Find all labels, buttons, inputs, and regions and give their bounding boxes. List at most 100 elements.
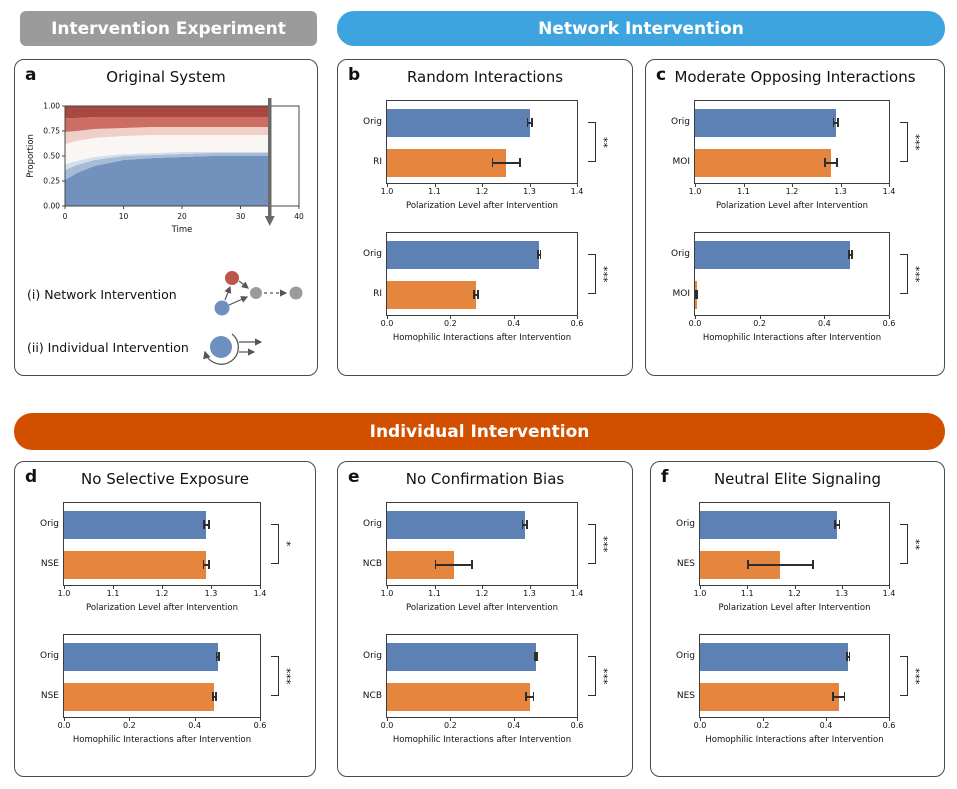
x-tick xyxy=(482,183,483,187)
x-tick xyxy=(211,585,212,589)
error-bar-moi xyxy=(824,159,838,167)
category-label-orig: Orig xyxy=(676,519,695,529)
bar-orig xyxy=(64,643,218,671)
x-tick xyxy=(162,585,163,589)
x-axis-label: Homophilic Interactions after Interventi… xyxy=(702,333,882,343)
category-label-ncb: NCB xyxy=(362,691,382,701)
x-tick xyxy=(792,183,793,187)
panel-title-moderate-opposing-interactions: Moderate Opposing Interactions xyxy=(674,68,916,86)
panel-random-interactions: b Random Interactions 1.0 1.1 1.2 1.3 1.4 Ori… xyxy=(337,59,633,376)
header-network-intervention: Network Intervention xyxy=(337,11,945,46)
significance-bracket xyxy=(588,122,596,162)
panel-no-confirmation-bias: e No Confirmation Bias 1.0 1.1 1.2 1.3 1.4 Or… xyxy=(337,461,633,777)
x-tick-label: 0.6 xyxy=(253,721,267,730)
error-bar-ncb xyxy=(434,561,473,569)
bar-orig xyxy=(695,241,851,269)
panel-moderate-opposing-interactions: c Moderate Opposing Interactions 1.0 1.1 1… xyxy=(645,59,945,376)
y-tick-label: 0.50 xyxy=(43,152,60,161)
charts-container: 1.0 1.1 1.2 1.3 1.4 Orig MOI Polarization Level… xyxy=(654,100,940,364)
intervention-arrow-head xyxy=(264,216,275,226)
significance-annotation: *** xyxy=(580,232,624,316)
x-axis-label: Homophilic Interactions after Interventi… xyxy=(705,735,884,745)
bar-orig xyxy=(387,511,525,539)
x-axis-label: Polarization Level after Intervention xyxy=(718,603,871,613)
significance-stars: *** xyxy=(909,265,922,283)
x-tick xyxy=(840,183,842,187)
bar-plot: 0.0 0.2 0.4 0.6 xyxy=(58,634,266,730)
x-tick-label: 0.0 xyxy=(688,319,702,328)
x-tick xyxy=(387,183,388,187)
panel-neutral-elite-signaling: f Neutral Elite Signaling 1.0 1.1 1.2 1.3 1.… xyxy=(650,461,945,777)
x-tick xyxy=(482,585,483,589)
error-bar-orig xyxy=(834,521,840,529)
bar-ncb xyxy=(387,683,530,711)
x-tick xyxy=(450,315,452,319)
panel-letter-a: a xyxy=(25,65,37,85)
category-label-nes: NES xyxy=(676,559,695,569)
x-tick-label: 0.2 xyxy=(756,721,770,730)
error-bar-orig xyxy=(215,653,220,661)
category-label-orig: Orig xyxy=(676,651,695,661)
x-tick xyxy=(577,717,578,721)
bar-plot: 1.0 1.1 1.2 1.3 1.4 xyxy=(694,502,895,598)
significance-bracket xyxy=(588,656,596,696)
original-system-area-chart: 0.00 0.25 0.50 0.75 1.00 0 10 20 30 40 Time Proport… xyxy=(26,98,304,235)
x-tick xyxy=(64,585,65,589)
x-tick-label: 1.3 xyxy=(523,187,536,196)
charts-container: 1.0 1.1 1.2 1.3 1.4 Orig RI Polarization Level … xyxy=(346,100,628,364)
significance-bracket xyxy=(271,656,279,696)
x-tick-label: 0.0 xyxy=(57,721,71,730)
panel-original-system: a Original System 0.00 0.25 0.50 0.75 1.00 0 1… xyxy=(14,59,318,376)
panel-title-random-interactions: Random Interactions xyxy=(406,68,564,86)
x-axis-label: Homophilic Interactions after Interventi… xyxy=(392,333,572,343)
x-tick xyxy=(700,717,701,721)
x-tick xyxy=(387,315,388,319)
x-tick-label: 1.1 xyxy=(106,589,120,598)
x-tick xyxy=(513,315,515,319)
x-tick xyxy=(824,315,826,319)
area-band-opinion-strong-red xyxy=(65,106,270,118)
x-tick-label: 1.3 xyxy=(835,589,849,598)
significance-annotation: *** xyxy=(892,100,936,184)
bar-ri xyxy=(387,281,476,309)
x-tick xyxy=(513,717,515,721)
bar-nse xyxy=(64,683,215,711)
panel-title-neutral-elite-signaling: Neutral Elite Signaling xyxy=(713,470,882,488)
category-label-nse: NSE xyxy=(40,559,59,569)
x-tick-label: 1.1 xyxy=(428,589,441,598)
significance-stars: *** xyxy=(597,265,610,283)
x-tick-label: 1.1 xyxy=(740,589,754,598)
bar-orig xyxy=(387,241,539,269)
significance-bracket xyxy=(271,524,279,564)
panel-letter-c: c xyxy=(656,65,667,85)
significance-stars: *** xyxy=(280,667,293,685)
x-axis-label: Polarization Level after Intervention xyxy=(406,603,558,613)
bar-orig xyxy=(387,643,536,671)
significance-stars: *** xyxy=(597,667,610,685)
legend-label-individual-intervention: (ii) Individual Intervention xyxy=(27,339,189,355)
bar-orig xyxy=(700,511,838,539)
legend-network-intervention: (i) Network Intervention xyxy=(27,266,309,322)
area-band-opinion-weak-blue xyxy=(65,152,270,170)
bar-orig xyxy=(695,109,836,137)
charts-container: 1.0 1.1 1.2 1.3 1.4 Orig NSE Polarization Level… xyxy=(23,502,311,766)
error-bar-orig xyxy=(534,653,539,661)
x-tick-label: 1.4 xyxy=(253,589,267,598)
x-tick-label: 0.4 xyxy=(817,319,831,328)
category-label-moi: MOI xyxy=(672,289,690,299)
category-label-orig: Orig xyxy=(671,117,690,127)
y-tick-label: 0.00 xyxy=(43,202,60,211)
panel-letter-b: b xyxy=(348,65,361,85)
x-tick xyxy=(700,585,701,589)
x-tick xyxy=(889,183,890,187)
x-tick-label: 1.2 xyxy=(155,589,169,598)
area-band-opinion-red xyxy=(65,117,270,132)
x-tick-label: 40 xyxy=(294,212,304,221)
network-intervention-icon xyxy=(214,271,303,316)
category-label-nse: NSE xyxy=(40,691,59,701)
error-bar-ri xyxy=(491,159,520,167)
x-tick-label: 1.0 xyxy=(693,589,707,598)
charts-container: 1.0 1.1 1.2 1.3 1.4 Orig NES Polarization Level… xyxy=(659,502,940,766)
category-label-orig: Orig xyxy=(40,651,59,661)
category-label-orig: Orig xyxy=(40,519,59,529)
